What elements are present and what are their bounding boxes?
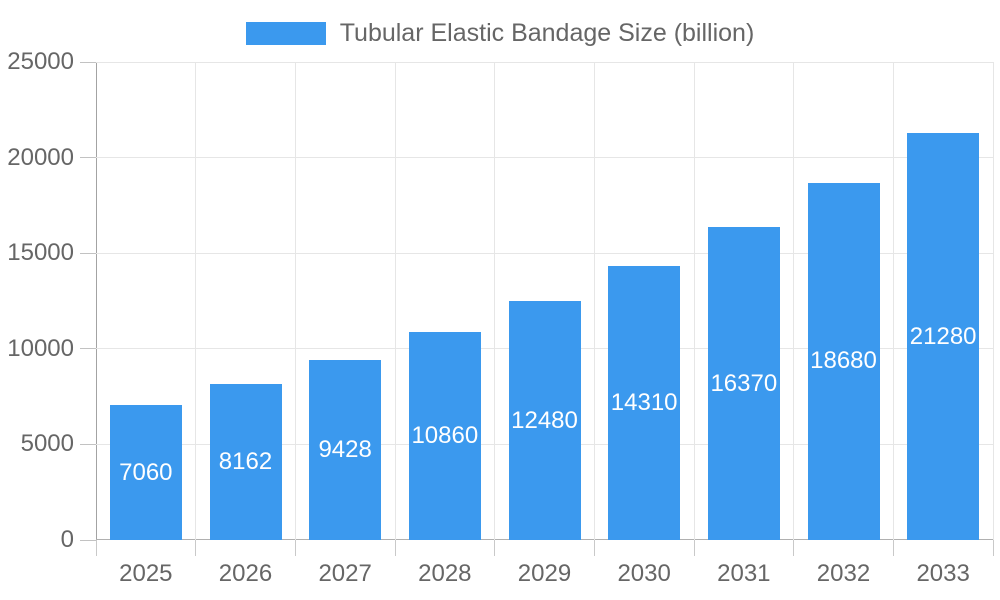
bar-2029[interactable]: 12480 (508, 301, 581, 540)
bar-2025[interactable]: 7060 (109, 405, 182, 540)
plot-area: 7060 8162 9428 10860 12480 14310 16370 18680 212… (96, 61, 994, 540)
bar-2026[interactable]: 8162 (209, 383, 282, 540)
y-tick-mark (80, 443, 96, 445)
x-tick-mark (494, 540, 496, 556)
x-gridline (693, 62, 695, 540)
bar-value-label: 9428 (318, 435, 372, 463)
bar-value-label: 16370 (710, 369, 778, 397)
x-gridline (294, 62, 296, 540)
bar-value-label: 12480 (511, 406, 578, 434)
x-gridline (195, 62, 197, 540)
x-tick-mark (992, 540, 994, 556)
x-gridline (892, 62, 894, 540)
x-tick-mark (195, 540, 197, 556)
x-axis-tick-label: 2033 (916, 560, 970, 587)
x-tick-mark (793, 540, 795, 556)
x-tick-mark (95, 540, 97, 556)
bar-value-label: 10860 (411, 422, 479, 450)
y-axis-tick-label: 0 (60, 526, 74, 553)
x-axis-tick-label: 2027 (318, 560, 372, 587)
bar-value-label: 18680 (810, 347, 877, 375)
x-gridline (992, 62, 994, 540)
bar-2030[interactable]: 14310 (608, 266, 681, 540)
bar-value-label: 7060 (119, 458, 173, 486)
y-gridline (96, 61, 993, 63)
bar-value-label: 21280 (909, 322, 977, 350)
y-tick-mark (80, 539, 96, 541)
x-tick-mark (294, 540, 296, 556)
x-gridline (494, 62, 496, 540)
y-axis-tick-label: 10000 (7, 334, 74, 362)
x-axis-tick-label: 2029 (517, 560, 572, 587)
bar-2032[interactable]: 18680 (807, 182, 880, 540)
y-tick-mark (80, 252, 96, 254)
y-axis-tick-label: 15000 (7, 239, 74, 267)
y-axis-tick-label: 5000 (20, 430, 74, 458)
y-tick-mark (80, 348, 96, 350)
y-axis-line (96, 62, 97, 540)
x-axis-tick-label: 2028 (418, 560, 472, 587)
y-gridline (96, 157, 993, 159)
x-tick-mark (693, 540, 695, 556)
bar-2027[interactable]: 9428 (309, 359, 382, 540)
x-axis-tick-label: 2026 (218, 560, 273, 587)
y-axis-tick-label: 25000 (7, 48, 74, 75)
y-tick-mark (80, 61, 96, 63)
x-axis-tick-label: 2032 (816, 560, 871, 587)
bar-2028[interactable]: 10860 (408, 332, 481, 540)
x-gridline (593, 62, 595, 540)
legend-label: Tubular Elastic Bandage Size (billion) (339, 18, 755, 47)
x-gridline (793, 62, 795, 540)
legend-swatch-icon (245, 21, 326, 45)
x-tick-mark (394, 540, 396, 556)
x-axis-tick-label: 2030 (617, 560, 671, 587)
x-axis-tick-label: 2031 (717, 560, 771, 587)
bar-value-label: 8162 (218, 447, 273, 475)
y-axis-tick-label: 20000 (7, 143, 74, 171)
bar-2031[interactable]: 16370 (707, 227, 780, 540)
legend[interactable]: Tubular Elastic Bandage Size (billion) (0, 16, 1000, 50)
x-tick-mark (593, 540, 595, 556)
y-tick-mark (80, 157, 96, 159)
y-gridline (96, 252, 993, 254)
bar-2033[interactable]: 21280 (907, 133, 980, 540)
bar-value-label: 14310 (610, 389, 678, 417)
x-gridline (394, 62, 396, 540)
x-tick-mark (892, 540, 894, 556)
x-axis-tick-label: 2025 (119, 560, 173, 587)
